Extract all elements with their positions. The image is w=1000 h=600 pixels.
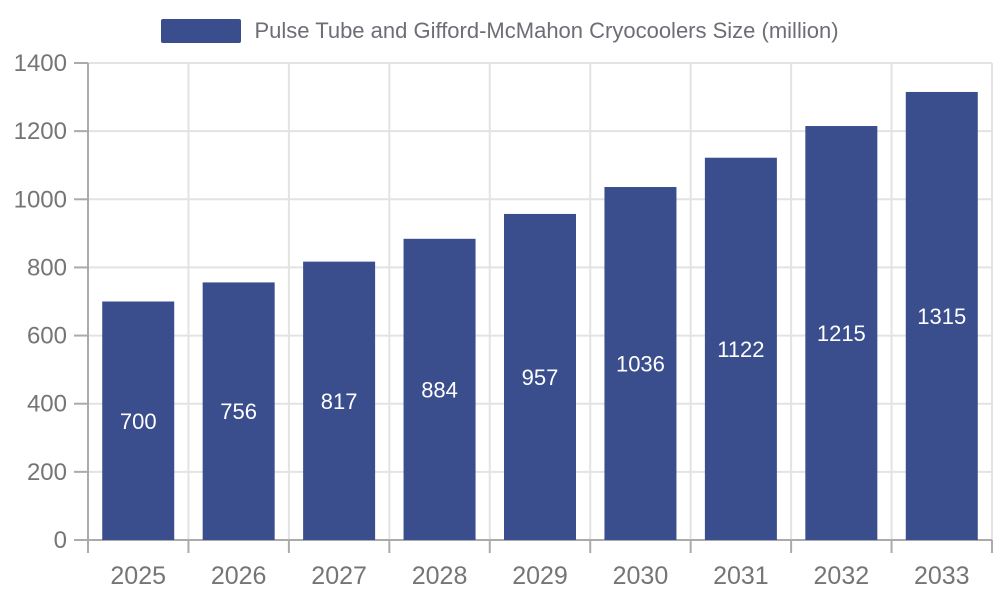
x-tick-label: 2028 bbox=[412, 562, 468, 590]
bar bbox=[805, 126, 878, 541]
bar-value-label: 756 bbox=[220, 399, 257, 424]
bar bbox=[403, 238, 476, 540]
x-tick-label: 2032 bbox=[814, 562, 870, 590]
y-tick-label: 600 bbox=[27, 323, 67, 350]
y-tick-label: 0 bbox=[54, 527, 67, 554]
x-tick-label: 2031 bbox=[713, 562, 769, 590]
bar-value-label: 700 bbox=[120, 409, 157, 434]
y-tick-label: 800 bbox=[27, 254, 67, 281]
bar bbox=[905, 91, 978, 540]
bar bbox=[504, 213, 576, 540]
legend-item[interactable]: Pulse Tube and Gifford-McMahon Cryocoole… bbox=[161, 17, 839, 45]
y-tick-label: 200 bbox=[27, 459, 67, 486]
y-tick-label: 1200 bbox=[14, 118, 67, 145]
bar bbox=[202, 282, 275, 540]
legend-label: Pulse Tube and Gifford-McMahon Cryocoole… bbox=[254, 18, 839, 43]
bar-value-label: 1215 bbox=[817, 321, 866, 346]
legend-swatch-icon bbox=[161, 19, 242, 43]
bar-value-label: 1036 bbox=[616, 352, 665, 377]
bar-value-label: 1122 bbox=[717, 337, 764, 362]
bar bbox=[303, 261, 376, 540]
bar-value-label: 884 bbox=[421, 377, 458, 402]
bar bbox=[604, 187, 677, 540]
bar-value-label: 817 bbox=[321, 389, 358, 414]
bar bbox=[704, 157, 777, 540]
x-tick-label: 2033 bbox=[914, 562, 970, 590]
x-tick-label: 2027 bbox=[311, 562, 367, 590]
bar bbox=[102, 301, 175, 540]
x-tick-label: 2030 bbox=[613, 562, 669, 590]
x-tick-label: 2026 bbox=[211, 562, 267, 590]
y-tick-label: 1000 bbox=[14, 186, 67, 213]
bar-value-label: 1315 bbox=[917, 304, 966, 329]
legend: Pulse Tube and Gifford-McMahon Cryocoole… bbox=[0, 17, 1000, 45]
y-tick-label: 400 bbox=[27, 391, 67, 418]
x-tick-label: 2029 bbox=[512, 562, 568, 590]
x-tick-label: 2025 bbox=[110, 562, 166, 590]
y-tick-label: 1400 bbox=[14, 50, 67, 77]
bar-value-label: 957 bbox=[522, 365, 559, 390]
